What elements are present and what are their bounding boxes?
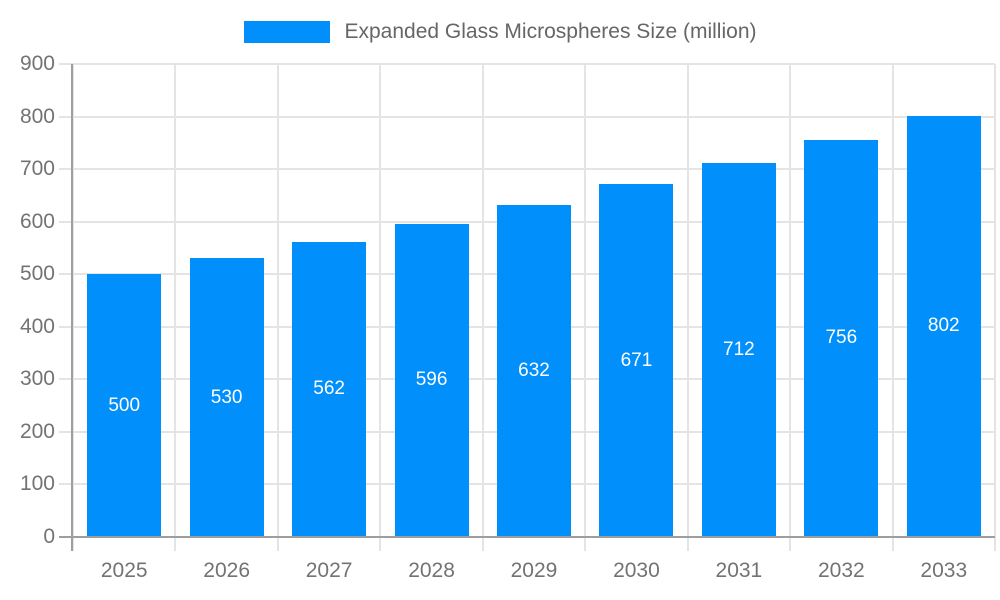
y-axis-tick-label: 300 (19, 367, 55, 391)
x-axis-tick-label: 2033 (920, 559, 968, 582)
gridline-vertical (584, 64, 587, 551)
bar[interactable]: 712 (701, 162, 776, 537)
bar-value-label: 671 (620, 349, 653, 371)
bar[interactable]: 500 (87, 274, 162, 537)
x-axis-tick-label: 2028 (408, 559, 455, 582)
x-axis-tick-label: 2027 (305, 559, 353, 582)
legend-item[interactable]: Expanded Glass Microspheres Size (millio… (0, 21, 1000, 43)
bar[interactable]: 756 (804, 139, 879, 537)
gridline-vertical (276, 64, 279, 551)
bar-value-label: 802 (927, 315, 960, 337)
x-axis-tick-label: 2032 (817, 559, 865, 582)
gridline-vertical (72, 64, 74, 551)
bar-value-label: 562 (313, 378, 345, 400)
y-axis-tick-label: 400 (19, 314, 55, 338)
bar[interactable]: 562 (292, 241, 367, 537)
y-axis-line (71, 64, 73, 551)
bar[interactable]: 671 (599, 184, 674, 537)
bar-value-label: 632 (518, 359, 550, 381)
gridline-horizontal (59, 115, 995, 118)
gridline-horizontal (59, 168, 995, 171)
x-axis-line (59, 536, 995, 538)
bar-value-label: 530 (210, 386, 243, 408)
gridline-vertical (379, 64, 382, 551)
x-axis-tick-label: 2025 (100, 559, 148, 582)
y-axis-tick-label: 500 (19, 262, 55, 286)
bar[interactable]: 632 (497, 204, 571, 537)
y-axis-tick-label: 700 (19, 157, 55, 181)
y-axis-tick-label: 200 (19, 419, 55, 443)
gridline-vertical (994, 64, 996, 551)
x-axis-tick-label: 2029 (510, 559, 558, 582)
bar[interactable]: 596 (394, 223, 469, 537)
x-axis-tick-label: 2031 (715, 559, 763, 582)
bar-value-label: 500 (108, 394, 141, 416)
legend-label: Expanded Glass Microspheres Size (millio… (344, 20, 757, 43)
y-axis-tick-label: 900 (19, 52, 55, 75)
y-axis-tick-label: 800 (19, 104, 55, 128)
gridline-vertical (686, 64, 689, 551)
y-axis-tick-label: 600 (19, 209, 55, 233)
gridline-horizontal (59, 63, 995, 65)
bar-value-label: 712 (723, 338, 755, 360)
x-axis-tick-label: 2030 (613, 559, 660, 582)
x-axis-tick-label: 2026 (203, 559, 251, 582)
bar[interactable]: 802 (906, 115, 981, 537)
bar[interactable]: 530 (189, 258, 264, 537)
gridline-vertical (174, 64, 177, 551)
gridline-vertical (481, 64, 484, 551)
gridline-vertical (891, 64, 894, 551)
y-axis-tick-label: 100 (19, 472, 55, 496)
y-axis-tick-label: 0 (43, 525, 55, 548)
legend-swatch (243, 21, 330, 43)
bar-value-label: 596 (415, 369, 448, 391)
gridline-vertical (789, 64, 792, 551)
bar-value-label: 756 (825, 327, 858, 349)
